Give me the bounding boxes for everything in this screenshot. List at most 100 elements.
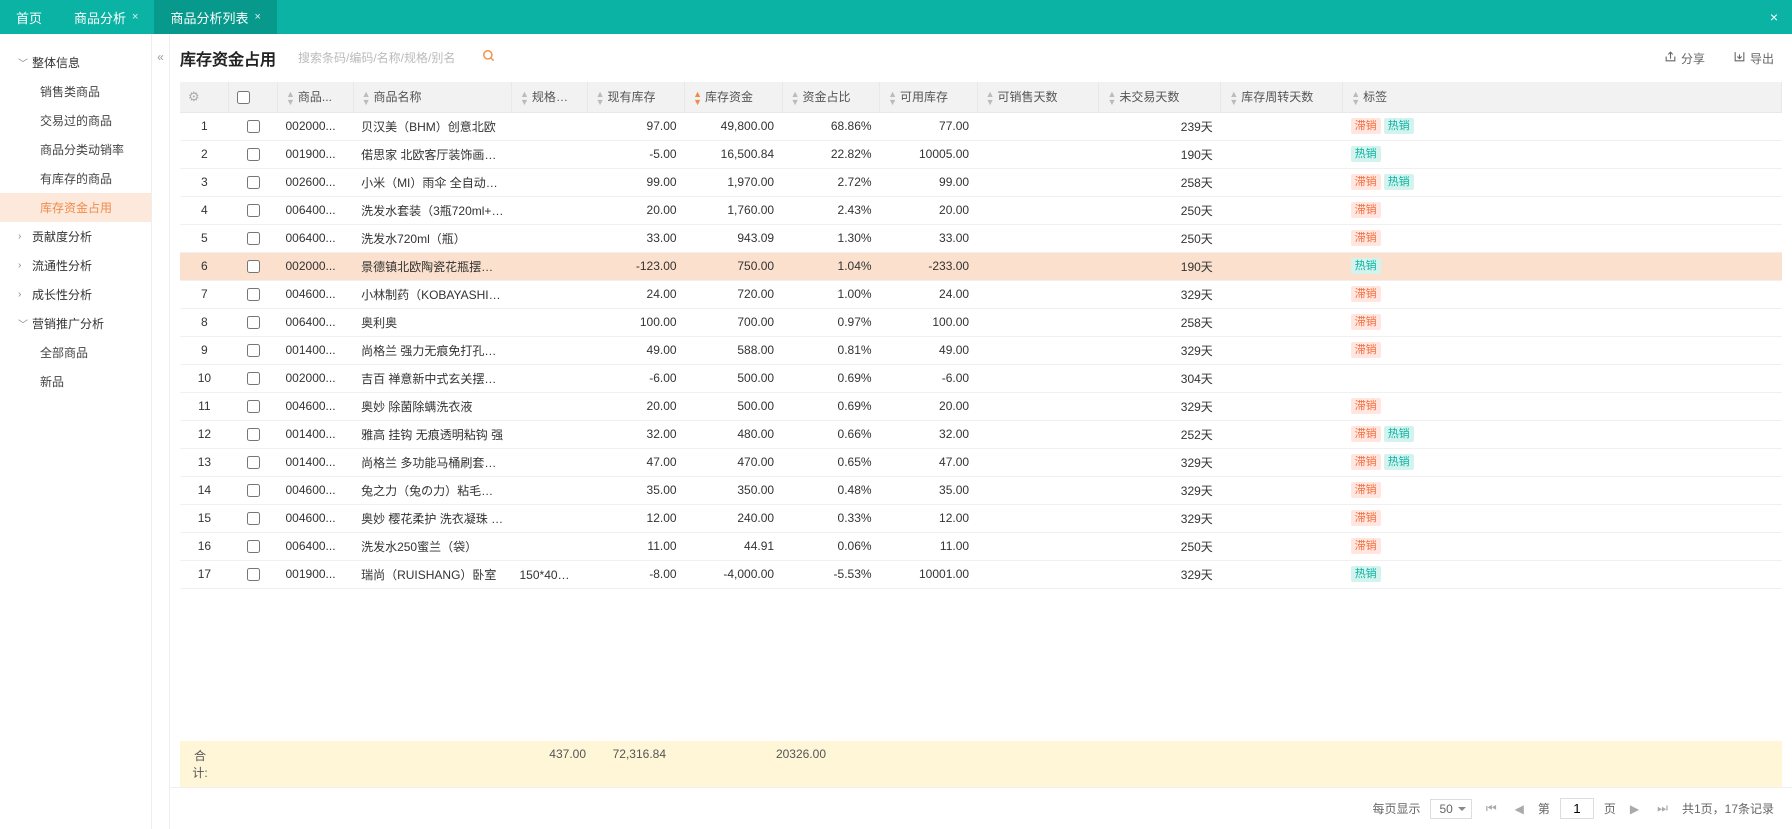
row-checkbox[interactable] bbox=[247, 204, 260, 217]
table-row[interactable]: 12001400...雅高 挂钩 无痕透明粘钩 强32.00480.000.66… bbox=[180, 420, 1782, 448]
column-header[interactable]: ▲▼未交易天数 bbox=[1099, 82, 1221, 112]
tag-badge: 热销 bbox=[1384, 426, 1414, 442]
column-header[interactable]: ▲▼标签 bbox=[1343, 82, 1782, 112]
page-prev-icon[interactable]: ◀ bbox=[1511, 802, 1528, 816]
cell-avail: 49.00 bbox=[880, 336, 978, 364]
cell-saleDays bbox=[977, 448, 1099, 476]
row-checkbox[interactable] bbox=[247, 568, 260, 581]
export-button[interactable]: 导出 bbox=[1733, 50, 1774, 67]
row-checkbox[interactable] bbox=[247, 176, 260, 189]
table-header-row: ⚙▲▼商品...▲▼商品名称▲▼规格型号▲▼现有库存▲▼库存资金▲▼资金占比▲▼… bbox=[180, 82, 1782, 112]
table-row[interactable]: 14004600...兔之力（兔の力）粘毛器 粘35.00350.000.48%… bbox=[180, 476, 1782, 504]
table-row[interactable]: 8006400...奥利奥100.00700.000.97%100.00258天… bbox=[180, 308, 1782, 336]
row-checkbox[interactable] bbox=[247, 484, 260, 497]
column-header[interactable]: ▲▼可用库存 bbox=[880, 82, 978, 112]
cell-ratio: 0.81% bbox=[782, 336, 880, 364]
tab-close-icon[interactable]: × bbox=[254, 11, 260, 23]
table-row[interactable]: 6002000...景德镇北欧陶瓷花瓶摆件 优-123.00750.001.04… bbox=[180, 252, 1782, 280]
row-checkbox[interactable] bbox=[247, 288, 260, 301]
row-checkbox[interactable] bbox=[247, 456, 260, 469]
cell-turnover bbox=[1221, 560, 1343, 588]
sidebar-group-header[interactable]: ﹀整体信息 bbox=[0, 48, 151, 77]
cell-avail: 11.00 bbox=[880, 532, 978, 560]
page-input[interactable] bbox=[1560, 798, 1594, 819]
cell-name: 小米（MI）雨伞 全自动折叠 bbox=[353, 168, 511, 196]
sidebar-item[interactable]: 库存资金占用 bbox=[0, 193, 151, 222]
table-row[interactable]: 4006400...洗发水套装（3瓶720ml+1）20.001,760.002… bbox=[180, 196, 1782, 224]
row-checkbox[interactable] bbox=[247, 400, 260, 413]
table-row[interactable]: 13001400...尚格兰 多功能马桶刷套装 带47.00470.000.65… bbox=[180, 448, 1782, 476]
column-header[interactable]: ▲▼库存周转天数 bbox=[1221, 82, 1343, 112]
cell-fund: 500.00 bbox=[685, 392, 783, 420]
top-tab[interactable]: 商品分析列表× bbox=[154, 0, 276, 34]
table-row[interactable]: 16006400...洗发水250蜜兰（袋）11.0044.910.06%11.… bbox=[180, 532, 1782, 560]
sidebar-item[interactable]: 有库存的商品 bbox=[0, 164, 151, 193]
sidebar-item[interactable]: 商品分类动销率 bbox=[0, 135, 151, 164]
settings-icon[interactable]: ⚙ bbox=[188, 89, 200, 104]
select-all-checkbox[interactable] bbox=[237, 91, 250, 104]
row-checkbox[interactable] bbox=[247, 428, 260, 441]
share-button[interactable]: 分享 bbox=[1664, 50, 1705, 67]
column-header[interactable]: ▲▼商品... bbox=[278, 82, 354, 112]
table-row[interactable]: 2001900...偌思家 北欧客厅装饰画卧室-5.0016,500.8422.… bbox=[180, 140, 1782, 168]
cell-saleDays bbox=[977, 336, 1099, 364]
row-checkbox[interactable] bbox=[247, 512, 260, 525]
row-checkbox[interactable] bbox=[247, 120, 260, 133]
column-header[interactable]: ▲▼现有库存 bbox=[587, 82, 685, 112]
column-header[interactable]: ▲▼可销售天数 bbox=[977, 82, 1099, 112]
top-tab[interactable]: 首页 bbox=[0, 0, 58, 34]
cell-tags: 滞销 bbox=[1343, 308, 1782, 336]
per-page-select[interactable]: 50 bbox=[1430, 799, 1471, 819]
row-checkbox[interactable] bbox=[247, 344, 260, 357]
column-label: 商品... bbox=[298, 90, 332, 104]
row-checkbox[interactable] bbox=[247, 148, 260, 161]
row-checkbox[interactable] bbox=[247, 372, 260, 385]
sidebar-item[interactable]: 交易过的商品 bbox=[0, 106, 151, 135]
table-row[interactable]: 9001400...尚格兰 强力无痕免打孔浴室49.00588.000.81%4… bbox=[180, 336, 1782, 364]
search-input[interactable] bbox=[296, 47, 476, 69]
top-tab-label: 商品分析 bbox=[74, 8, 126, 27]
cell-name: 吉百 禅意新中式玄关摆件客 bbox=[353, 364, 511, 392]
totals-cell bbox=[322, 747, 452, 781]
cell-spec bbox=[512, 504, 588, 532]
sidebar-group-header[interactable]: ›贡献度分析 bbox=[0, 222, 151, 251]
sidebar-item[interactable]: 销售类商品 bbox=[0, 77, 151, 106]
column-header[interactable]: ▲▼资金占比 bbox=[782, 82, 880, 112]
sidebar-group-header[interactable]: ›流通性分析 bbox=[0, 251, 151, 280]
column-header[interactable]: ▲▼库存资金 bbox=[685, 82, 783, 112]
sidebar-item[interactable]: 新品 bbox=[0, 367, 151, 396]
page-first-icon[interactable]: ⏮ bbox=[1482, 801, 1501, 816]
sidebar-group-header[interactable]: ›成长性分析 bbox=[0, 280, 151, 309]
cell-ratio: 0.65% bbox=[782, 448, 880, 476]
column-label: 库存资金 bbox=[705, 90, 753, 104]
tab-close-icon[interactable]: × bbox=[132, 11, 138, 23]
table-row[interactable]: 15004600...奥妙 樱花柔护 洗衣凝珠 1012.00240.000.3… bbox=[180, 504, 1782, 532]
table-row[interactable]: 7004600...小林制药（KOBAYASHI）日24.00720.001.0… bbox=[180, 280, 1782, 308]
search-icon[interactable] bbox=[482, 49, 496, 66]
table-row[interactable]: 10002000...吉百 禅意新中式玄关摆件客-6.00500.000.69%… bbox=[180, 364, 1782, 392]
table-row[interactable]: 1002000...贝汉美（BHM）创意北欧97.0049,800.0068.8… bbox=[180, 112, 1782, 140]
table-row[interactable]: 17001900...瑞尚（RUISHANG）卧室150*40厘米-8.00-4… bbox=[180, 560, 1782, 588]
table-row[interactable]: 5006400...洗发水720ml（瓶）33.00943.091.30%33.… bbox=[180, 224, 1782, 252]
row-checkbox[interactable] bbox=[247, 260, 260, 273]
top-tab[interactable]: 商品分析 × bbox=[58, 0, 154, 34]
row-checkbox[interactable] bbox=[247, 540, 260, 553]
sidebar-item[interactable]: 全部商品 bbox=[0, 338, 151, 367]
row-checkbox[interactable] bbox=[247, 232, 260, 245]
page-last-icon[interactable]: ⏭ bbox=[1653, 801, 1672, 816]
table-row[interactable]: 11004600...奥妙 除菌除螨洗衣液20.00500.000.69%20.… bbox=[180, 392, 1782, 420]
column-header[interactable]: ▲▼规格型号 bbox=[512, 82, 588, 112]
cell-saleDays bbox=[977, 196, 1099, 224]
cell-noTrade: 329天 bbox=[1099, 280, 1221, 308]
cell-noTrade: 329天 bbox=[1099, 336, 1221, 364]
sidebar-group-header[interactable]: ﹀营销推广分析 bbox=[0, 309, 151, 338]
collapse-sidebar-icon[interactable]: « bbox=[152, 34, 170, 829]
cell-turnover bbox=[1221, 308, 1343, 336]
row-checkbox[interactable] bbox=[247, 316, 260, 329]
table-row[interactable]: 3002600...小米（MI）雨伞 全自动折叠99.001,970.002.7… bbox=[180, 168, 1782, 196]
page-next-icon[interactable]: ▶ bbox=[1626, 802, 1643, 816]
cell-name: 景德镇北欧陶瓷花瓶摆件 优 bbox=[353, 252, 511, 280]
close-all-tabs-icon[interactable]: × bbox=[1756, 0, 1792, 34]
column-header[interactable]: ▲▼商品名称 bbox=[353, 82, 511, 112]
cell-code: 004600... bbox=[278, 504, 354, 532]
